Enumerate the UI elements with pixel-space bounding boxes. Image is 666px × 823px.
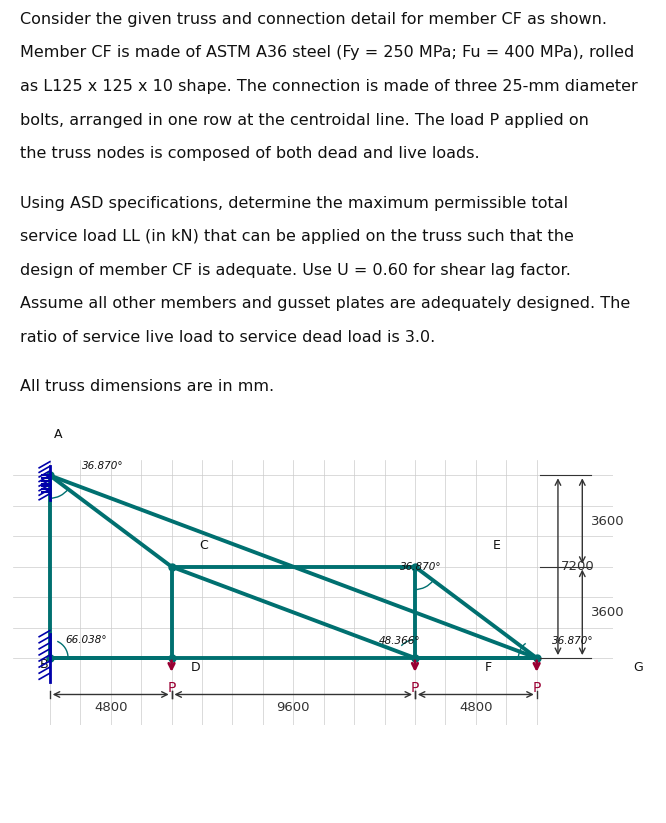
Text: P: P (532, 681, 541, 695)
Text: C: C (199, 539, 208, 552)
Text: 36.870°: 36.870° (552, 636, 593, 646)
Text: bolts, arranged in one row at the centroidal line. The load P applied on: bolts, arranged in one row at the centro… (20, 113, 589, 128)
Text: Consider the given truss and connection detail for member CF as shown.: Consider the given truss and connection … (20, 12, 607, 27)
Text: D: D (191, 661, 200, 673)
Text: the truss nodes is composed of both dead and live loads.: the truss nodes is composed of both dead… (20, 146, 480, 161)
Text: Member CF is made of ASTM A36 steel (Fy = 250 MPa; Fu = 400 MPa), rolled: Member CF is made of ASTM A36 steel (Fy … (20, 45, 634, 60)
Text: 66.038°: 66.038° (65, 635, 107, 644)
Text: service load LL (in kN) that can be applied on the truss such that the: service load LL (in kN) that can be appl… (20, 229, 574, 244)
Text: 48.366°: 48.366° (378, 636, 420, 646)
Text: Assume all other members and gusset plates are adequately designed. The: Assume all other members and gusset plat… (20, 296, 630, 311)
Text: P: P (167, 681, 176, 695)
Text: design of member CF is adequate. Use U = 0.60 for shear lag factor.: design of member CF is adequate. Use U =… (20, 263, 571, 277)
Text: G: G (634, 661, 643, 673)
Text: 36.870°: 36.870° (82, 461, 123, 472)
Text: E: E (493, 539, 500, 552)
Text: 4800: 4800 (459, 700, 493, 714)
Text: A: A (55, 428, 63, 441)
Text: 3600: 3600 (591, 606, 625, 619)
Text: 9600: 9600 (276, 700, 310, 714)
Text: ratio of service live load to service dead load is 3.0.: ratio of service live load to service de… (20, 330, 435, 345)
Text: 4800: 4800 (94, 700, 127, 714)
Text: as L125 x 125 x 10 shape. The connection is made of three 25-mm diameter: as L125 x 125 x 10 shape. The connection… (20, 79, 638, 94)
Text: 3600: 3600 (591, 514, 625, 528)
Text: B: B (39, 658, 48, 671)
Text: 7200: 7200 (561, 560, 595, 573)
Text: All truss dimensions are in mm.: All truss dimensions are in mm. (20, 379, 274, 394)
Text: 36.870°: 36.870° (400, 562, 442, 572)
Text: F: F (484, 661, 492, 673)
Text: P: P (411, 681, 419, 695)
Text: Using ASD specifications, determine the maximum permissible total: Using ASD specifications, determine the … (20, 196, 568, 211)
